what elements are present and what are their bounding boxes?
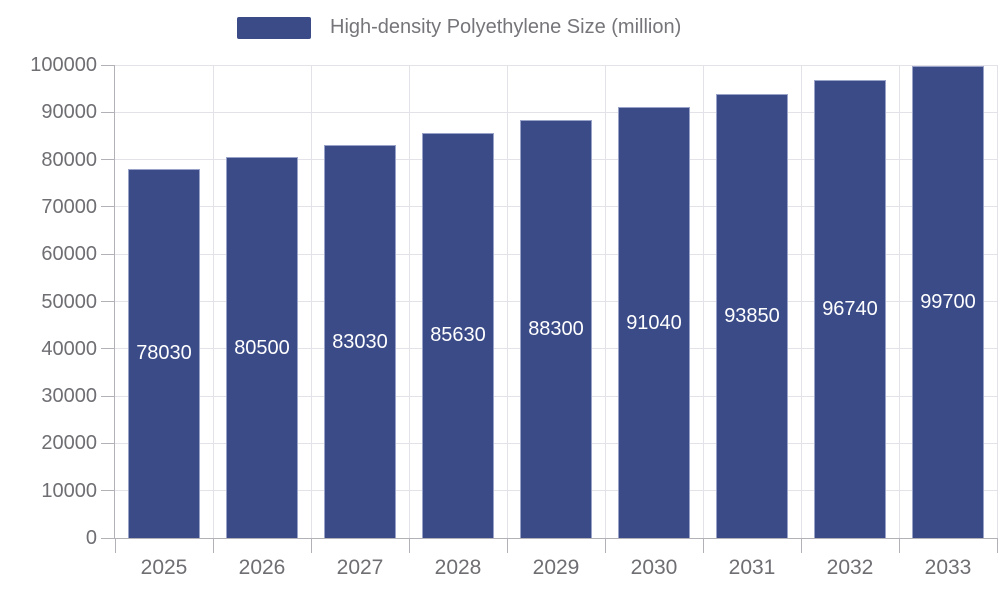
bar xyxy=(814,80,886,538)
x-grid-line xyxy=(408,65,410,538)
y-grid-line xyxy=(115,111,997,113)
x-axis-label: 2032 xyxy=(826,556,874,579)
x-axis-tick xyxy=(996,538,998,553)
x-grid-line xyxy=(702,65,704,538)
y-axis-tick xyxy=(101,64,115,66)
y-axis-label: 70000 xyxy=(41,195,97,218)
x-grid-line xyxy=(898,65,900,538)
y-axis-label: 90000 xyxy=(41,101,97,124)
bar xyxy=(226,157,298,538)
y-axis-tick xyxy=(101,442,115,444)
y-grid-line xyxy=(115,64,997,66)
bar-value-label: 99700 xyxy=(920,291,976,314)
legend-item[interactable]: High-density Polyethylene Size (million) xyxy=(237,16,681,39)
x-axis-tick xyxy=(800,538,802,553)
bar xyxy=(618,107,690,538)
bar xyxy=(128,168,200,538)
x-grid-line xyxy=(800,65,802,538)
y-axis-label: 0 xyxy=(85,527,97,549)
x-axis-line xyxy=(101,538,997,539)
bar-value-label: 88300 xyxy=(528,318,584,341)
y-axis-tick xyxy=(101,490,115,492)
y-axis-tick xyxy=(101,159,115,161)
y-axis-label: 10000 xyxy=(41,479,97,502)
x-grid-line xyxy=(310,65,312,538)
bar-value-label: 78030 xyxy=(136,342,192,365)
y-axis-label: 20000 xyxy=(41,432,97,455)
x-axis-tick xyxy=(114,538,116,553)
x-axis-tick xyxy=(604,538,606,553)
x-axis-tick xyxy=(898,538,900,553)
legend-swatch-icon xyxy=(237,16,311,39)
x-axis-label: 2025 xyxy=(140,556,188,579)
bar-value-label: 93850 xyxy=(724,305,780,328)
x-axis-tick xyxy=(408,538,410,553)
x-axis-tick xyxy=(310,538,312,553)
bar-value-label: 96740 xyxy=(822,298,878,321)
bar-value-label: 80500 xyxy=(234,336,290,359)
bar xyxy=(912,66,984,538)
y-axis-label: 50000 xyxy=(41,290,97,313)
y-axis-label: 80000 xyxy=(41,148,97,171)
y-axis-label: 30000 xyxy=(41,385,97,408)
x-axis-label: 2033 xyxy=(924,556,972,579)
bar xyxy=(324,145,396,538)
y-axis-label: 60000 xyxy=(41,243,97,266)
x-axis-label: 2031 xyxy=(728,556,776,579)
x-axis-tick xyxy=(212,538,214,553)
y-axis-tick xyxy=(101,206,115,208)
x-grid-line xyxy=(604,65,606,538)
y-axis-tick xyxy=(101,301,115,302)
y-axis-tick xyxy=(101,111,115,113)
x-axis-label: 2026 xyxy=(238,556,286,579)
y-axis-tick xyxy=(101,348,115,350)
y-axis-label: 100000 xyxy=(30,54,97,76)
x-axis-tick xyxy=(702,538,704,553)
x-grid-line xyxy=(212,65,214,538)
bar xyxy=(520,120,592,538)
bar xyxy=(422,132,494,538)
bar-value-label: 83030 xyxy=(332,330,388,353)
y-axis-tick xyxy=(101,395,115,397)
x-grid-line xyxy=(996,65,998,538)
x-axis-label: 2027 xyxy=(336,556,384,579)
x-axis-label: 2030 xyxy=(630,556,678,579)
x-axis-label: 2028 xyxy=(434,556,482,579)
y-axis-line xyxy=(114,65,115,538)
bar-value-label: 85630 xyxy=(430,324,486,347)
x-grid-line xyxy=(506,65,508,538)
y-axis-tick xyxy=(101,253,115,255)
x-axis-label: 2029 xyxy=(532,556,580,579)
x-axis-tick xyxy=(506,538,508,553)
bar-value-label: 91040 xyxy=(626,311,682,334)
y-axis-label: 40000 xyxy=(41,337,97,360)
legend-label: High-density Polyethylene Size (million) xyxy=(330,16,682,38)
bar xyxy=(716,94,788,538)
